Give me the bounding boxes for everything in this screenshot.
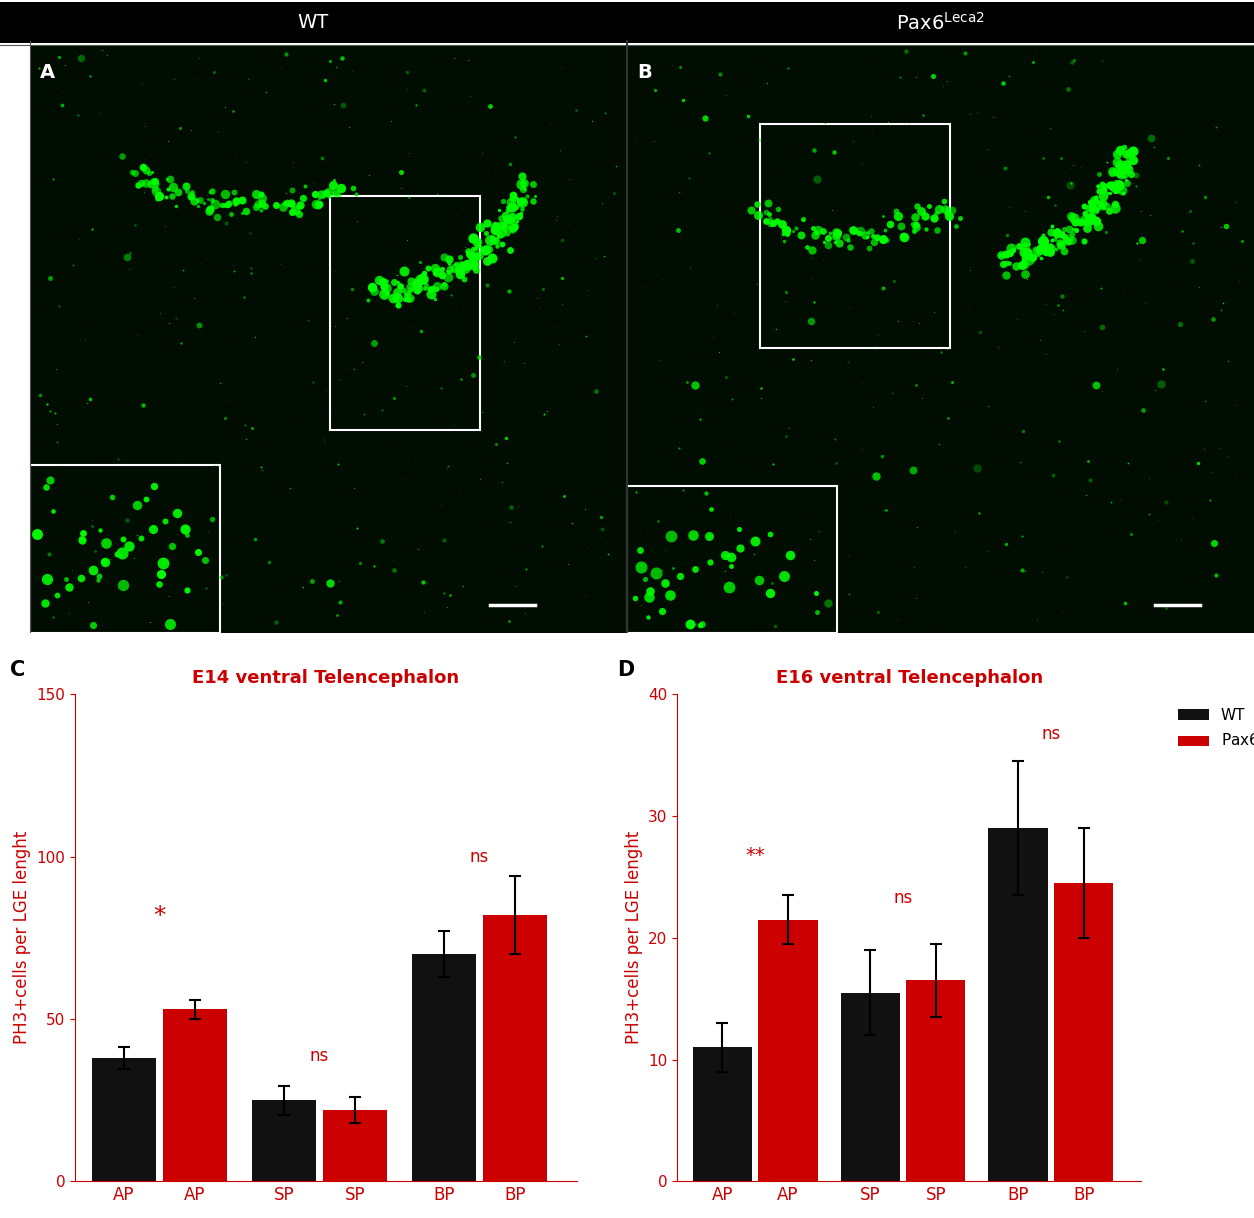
- Text: WT: WT: [297, 13, 329, 32]
- Title: E16 ventral Telencephalon: E16 ventral Telencephalon: [775, 669, 1043, 687]
- Legend: WT, Pax6$^{\rm Leca2}$: WT, Pax6$^{\rm Leca2}$: [1172, 702, 1254, 755]
- Text: ns: ns: [893, 889, 913, 907]
- Bar: [760, 124, 951, 348]
- Bar: [252, 1100, 316, 1181]
- Text: *: *: [153, 904, 166, 928]
- Bar: [324, 1110, 386, 1181]
- Bar: [1055, 883, 1114, 1181]
- Bar: [840, 993, 899, 1181]
- Text: Pax6$^{\rm Leca2}$: Pax6$^{\rm Leca2}$: [895, 11, 984, 33]
- Bar: [759, 920, 818, 1181]
- Bar: [692, 1047, 752, 1181]
- Text: A: A: [40, 63, 55, 82]
- Bar: [483, 915, 547, 1181]
- Title: E14 ventral Telencephalon: E14 ventral Telencephalon: [192, 669, 460, 687]
- Text: ns: ns: [1041, 725, 1061, 743]
- Text: ns: ns: [469, 849, 489, 866]
- Bar: [330, 196, 480, 430]
- Y-axis label: PH3+cells per LGE lenght: PH3+cells per LGE lenght: [624, 831, 642, 1045]
- Text: **: **: [745, 845, 765, 865]
- Text: B: B: [637, 63, 652, 82]
- Text: ns: ns: [310, 1046, 329, 1065]
- Bar: [907, 980, 966, 1181]
- Bar: [0, 2, 1254, 43]
- Bar: [627, 45, 1254, 633]
- Bar: [30, 465, 219, 633]
- Y-axis label: PH3+cells per LGE lenght: PH3+cells per LGE lenght: [13, 831, 31, 1045]
- Text: C: C: [10, 660, 25, 680]
- Bar: [988, 828, 1047, 1181]
- Text: PH3: PH3: [6, 320, 24, 356]
- Text: D: D: [617, 660, 635, 680]
- Bar: [163, 1010, 227, 1181]
- Bar: [411, 954, 475, 1181]
- Bar: [30, 45, 627, 633]
- Bar: [627, 486, 836, 633]
- Bar: [92, 1058, 155, 1181]
